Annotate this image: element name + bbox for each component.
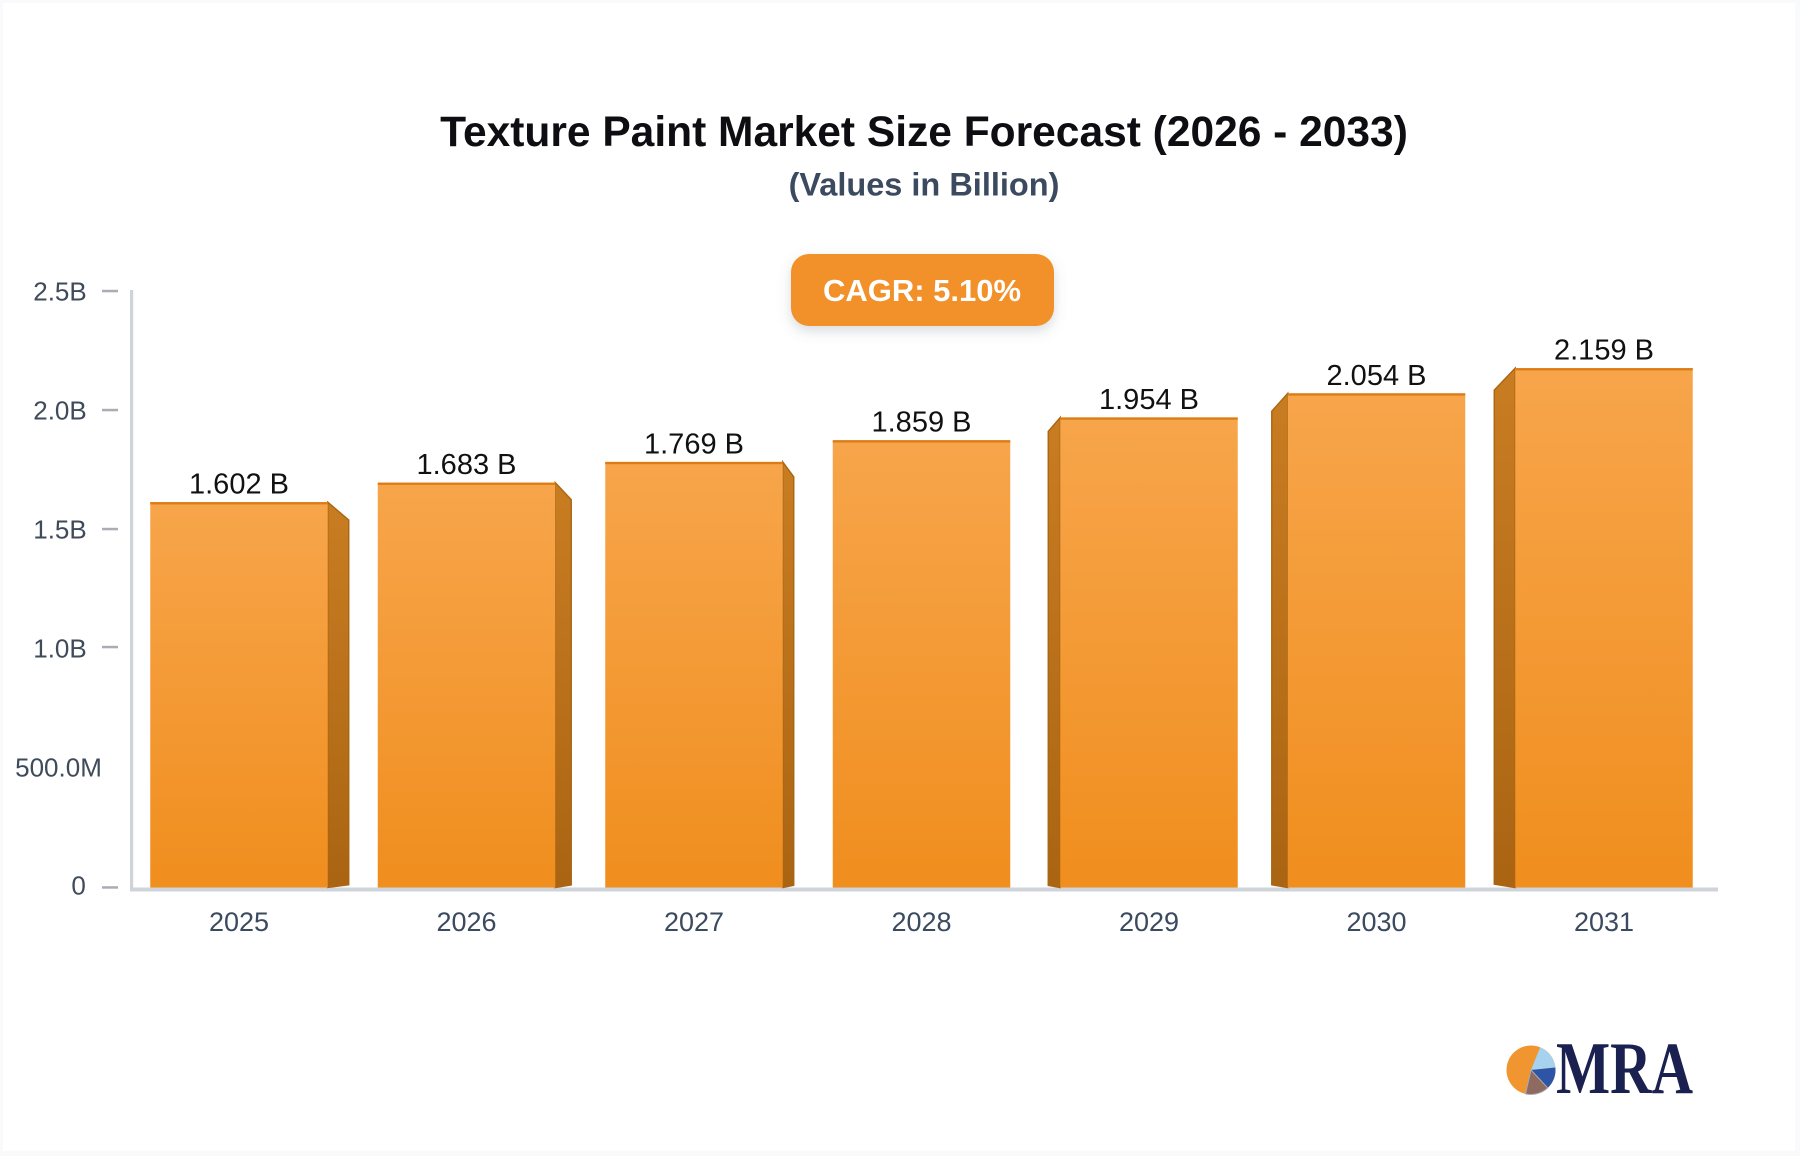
svg-text:500.0M: 500.0M (15, 752, 102, 782)
svg-text:2029: 2029 (1119, 907, 1179, 937)
svg-text:1.954 B: 1.954 B (1099, 384, 1199, 416)
svg-text:CAGR: 5.10%: CAGR: 5.10% (823, 273, 1021, 308)
svg-text:2.159 B: 2.159 B (1554, 335, 1654, 367)
svg-text:2028: 2028 (891, 907, 951, 937)
svg-text:2.5B: 2.5B (33, 276, 87, 306)
svg-text:2.0B: 2.0B (33, 395, 87, 425)
svg-text:1.769 B: 1.769 B (644, 428, 744, 460)
svg-text:Texture Paint Market Size Fore: Texture Paint Market Size Forecast (2026… (440, 109, 1408, 156)
svg-text:1.5B: 1.5B (33, 514, 87, 544)
svg-text:(Values in Billion): (Values in Billion) (789, 167, 1060, 203)
svg-text:0: 0 (71, 871, 85, 901)
svg-text:1.859 B: 1.859 B (872, 407, 972, 439)
svg-text:2031: 2031 (1574, 907, 1634, 937)
svg-text:MRA: MRA (1556, 1028, 1693, 1110)
svg-text:1.602 B: 1.602 B (189, 469, 289, 501)
svg-text:2026: 2026 (436, 907, 496, 937)
svg-text:1.0B: 1.0B (33, 633, 87, 663)
svg-text:2025: 2025 (209, 907, 269, 937)
svg-text:1.683 B: 1.683 B (417, 449, 517, 481)
svg-text:2027: 2027 (664, 907, 724, 937)
svg-text:2.054 B: 2.054 B (1327, 360, 1427, 392)
svg-text:2030: 2030 (1346, 907, 1406, 937)
